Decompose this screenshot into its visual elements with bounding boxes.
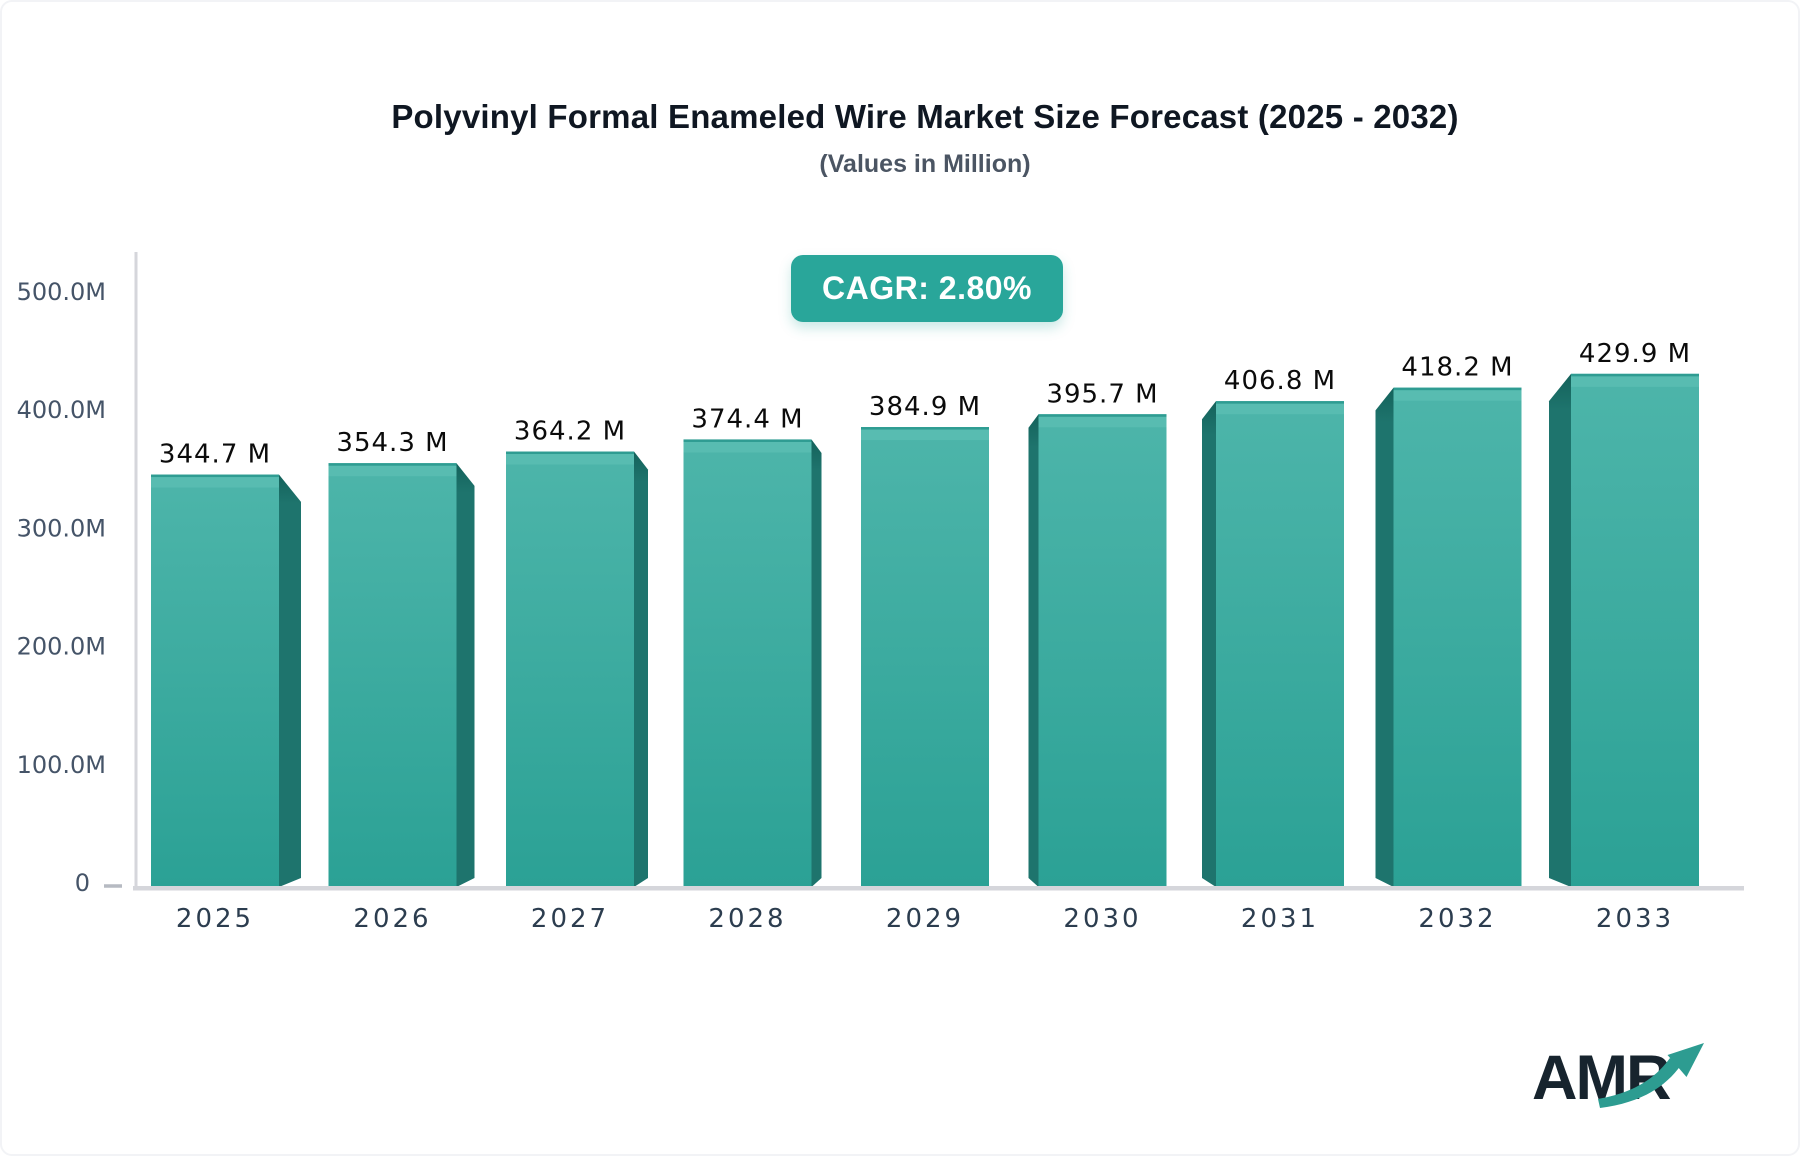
bar-value-label: 364.2 M [514, 417, 626, 447]
y-tick-label: 0 [75, 869, 90, 897]
bar-top-face [861, 427, 989, 441]
y-tick-label: 200.0M [17, 633, 106, 661]
bar-front-face [1393, 387, 1522, 887]
x-axis-label: 2027 [531, 904, 609, 934]
chart-title: Polyvinyl Formal Enameled Wire Market Si… [391, 98, 1459, 135]
bar-2029: 384.9 M 2029 [861, 392, 989, 934]
bar-top-face [1571, 373, 1699, 387]
y-tick-label: 500.0M [17, 278, 106, 306]
chart-header: Polyvinyl Formal Enameled Wire Market Si… [52, 98, 1798, 179]
bar-front-face [1216, 401, 1344, 887]
bar-value-label: 418.2 M [1401, 353, 1513, 383]
bar-front-face [861, 427, 989, 887]
growth-arrow-tail [1598, 1058, 1681, 1108]
bar-side-face [1375, 387, 1394, 887]
chart-subtitle: (Values in Million) [819, 150, 1031, 178]
bar-front-face [1571, 373, 1699, 888]
bar-top-edge [1393, 387, 1522, 391]
bar-2030: 395.7 M 2030 [1028, 379, 1167, 934]
bar-top-edge [328, 463, 457, 466]
x-axis-line [133, 886, 1744, 891]
bar-side-face [456, 463, 475, 887]
bar-top-edge [683, 439, 812, 442]
growth-arrow-icon [1598, 1043, 1704, 1108]
bar-2031: 406.8 M 2031 [1202, 366, 1344, 934]
bar-2032: 418.2 M 2032 [1375, 353, 1522, 934]
bar-front-face [328, 463, 457, 887]
bar-2025: 344.7 M 2025 [151, 440, 301, 934]
bar-front-face [1038, 414, 1167, 887]
bar-side-face [811, 439, 822, 887]
bar-top-edge [1038, 414, 1167, 417]
bar-front-face [151, 474, 279, 887]
bar-top-face [328, 463, 457, 477]
bar-2033: 429.9 M 2033 [1549, 339, 1699, 934]
cagr-badge: CAGR: 2.80% [791, 255, 1063, 322]
bar-front-face [683, 439, 812, 887]
x-axis-label: 2033 [1596, 904, 1674, 934]
bar-value-label: 429.9 M [1579, 339, 1691, 369]
bar-2026: 354.3 M 2026 [328, 428, 475, 934]
bar-side-face [1549, 373, 1571, 888]
x-axis-label: 2029 [886, 904, 964, 934]
bar-top-face [506, 451, 634, 465]
amr-logo: AMR [1526, 1032, 1736, 1142]
x-axis-label: 2025 [176, 904, 254, 934]
bar-front-face [506, 451, 634, 887]
bar-value-label: 395.7 M [1046, 379, 1158, 409]
bar-side-face [1202, 401, 1216, 887]
y-tick-label: 300.0M [17, 514, 106, 542]
bar-2028: 374.4 M 2028 [683, 404, 822, 934]
bar-top-face [1393, 387, 1522, 401]
bar-top-edge [151, 474, 279, 478]
x-axis-label: 2026 [353, 904, 431, 934]
y-tick-label: 100.0M [17, 751, 106, 779]
bar-top-edge [1571, 373, 1699, 377]
x-axis-label: 2032 [1418, 904, 1496, 934]
bar-value-label: 384.9 M [869, 392, 981, 422]
bar-top-face [1216, 401, 1344, 415]
bar-top-edge [506, 451, 634, 455]
bar-top-face [683, 439, 812, 453]
bar-side-face [1028, 414, 1039, 887]
y-tick-label: 400.0M [17, 396, 106, 424]
bar-side-face [634, 451, 648, 887]
bar-top-edge [861, 427, 989, 430]
bar-2027: 364.2 M 2027 [506, 417, 648, 934]
bar-top-edge [1216, 401, 1344, 404]
bar-side-face [279, 474, 301, 887]
x-axis-label: 2028 [708, 904, 786, 934]
bar-top-face [1038, 414, 1167, 428]
bar-top-face [151, 474, 279, 488]
bar-value-label: 374.4 M [691, 404, 803, 434]
x-axis-label: 2031 [1241, 904, 1319, 934]
growth-arrow-head [1667, 1043, 1704, 1077]
bar-value-label: 354.3 M [336, 428, 448, 458]
bar-value-label: 344.7 M [159, 440, 271, 470]
x-axis-label: 2030 [1063, 904, 1141, 934]
bar-value-label: 406.8 M [1224, 366, 1336, 396]
